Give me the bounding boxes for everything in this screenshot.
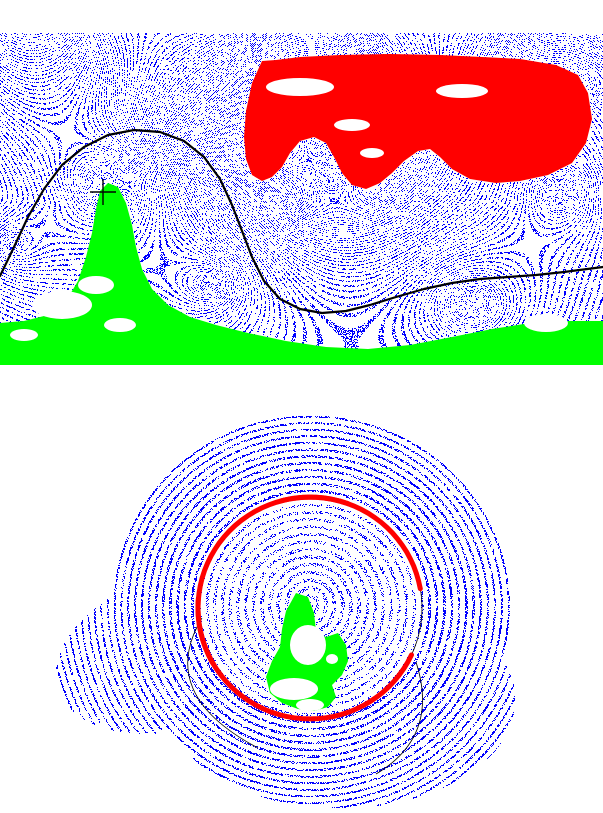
bottom-contour-dot-field bbox=[56, 416, 515, 808]
top-contour-dot-field bbox=[0, 33, 603, 349]
top-boundary-curve bbox=[0, 128, 603, 315]
rectangular-projection-panel bbox=[0, 33, 603, 365]
crosshair-marker bbox=[90, 179, 116, 205]
top-green-region bbox=[0, 183, 603, 365]
bottom-panel-canvas bbox=[0, 400, 603, 813]
bottom-red-arcs bbox=[195, 494, 423, 722]
bottom-green-core bbox=[266, 593, 348, 711]
oblique-projection-panel bbox=[0, 400, 603, 813]
top-panel-canvas bbox=[0, 33, 603, 365]
top-red-region bbox=[244, 54, 592, 189]
